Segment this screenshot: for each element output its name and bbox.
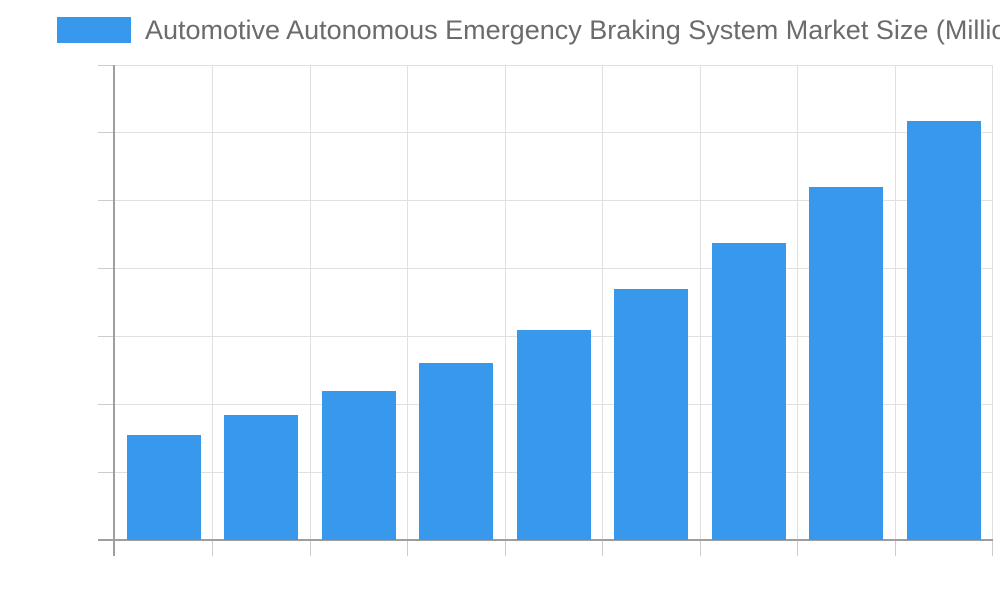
bar[interactable]	[906, 121, 981, 540]
y-axis-line	[113, 65, 115, 556]
x-axis-tick	[212, 541, 213, 556]
gridline-vertical	[797, 65, 798, 540]
x-axis-line	[98, 539, 993, 541]
y-axis-tick	[98, 335, 114, 337]
bar[interactable]	[419, 362, 494, 540]
y-axis-tick	[98, 268, 114, 270]
gridline-vertical	[894, 65, 896, 540]
y-axis-tick	[98, 403, 114, 405]
x-axis-tick	[407, 541, 408, 556]
y-axis-tick	[98, 64, 114, 66]
x-axis-tick	[894, 541, 896, 556]
gridline-vertical	[992, 65, 993, 540]
bar[interactable]	[809, 187, 884, 540]
gridline-horizontal	[115, 268, 993, 270]
gridline-vertical	[699, 65, 701, 540]
x-axis-tick	[602, 541, 603, 556]
gridline-vertical	[602, 65, 603, 540]
x-axis-tick	[504, 541, 506, 556]
bar[interactable]	[126, 435, 201, 540]
legend-item[interactable]: Automotive Autonomous Emergency Braking …	[57, 15, 1000, 45]
bar[interactable]	[224, 415, 299, 540]
bar[interactable]	[321, 390, 396, 540]
x-axis-tick	[992, 541, 993, 556]
gridline-vertical	[212, 65, 213, 540]
gridline-vertical	[309, 65, 311, 540]
y-axis-tick	[98, 132, 114, 134]
gridline-vertical	[407, 65, 408, 540]
y-axis-tick	[98, 200, 114, 202]
x-axis-tick	[797, 541, 798, 556]
legend-label: Automotive Autonomous Emergency Braking …	[145, 14, 1000, 45]
y-axis-tick	[98, 471, 114, 473]
gridline-horizontal	[115, 132, 993, 134]
bar[interactable]	[711, 243, 786, 540]
bar[interactable]	[614, 289, 689, 540]
gridline-horizontal	[115, 200, 993, 202]
x-axis-tick	[699, 541, 701, 556]
gridline-vertical	[504, 65, 506, 540]
x-axis-tick	[309, 541, 311, 556]
gridline-horizontal	[115, 64, 993, 66]
legend-swatch-icon	[57, 17, 131, 43]
bar[interactable]	[516, 329, 591, 540]
